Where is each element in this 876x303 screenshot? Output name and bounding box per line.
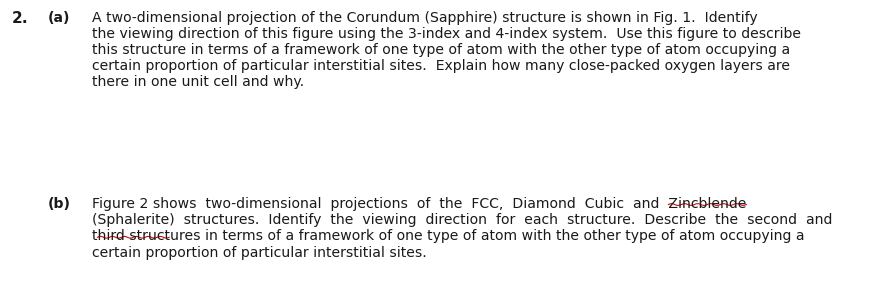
Text: (a): (a) <box>48 11 71 25</box>
Text: A two-dimensional projection of the Corundum (Sapphire) structure is shown in Fi: A two-dimensional projection of the Coru… <box>92 11 801 89</box>
Text: Figure 2 shows  two-dimensional  projections  of  the  FCC,  Diamond  Cubic  and: Figure 2 shows two-dimensional projectio… <box>92 197 832 260</box>
Text: (b): (b) <box>48 197 71 211</box>
Text: 2.: 2. <box>11 11 28 26</box>
